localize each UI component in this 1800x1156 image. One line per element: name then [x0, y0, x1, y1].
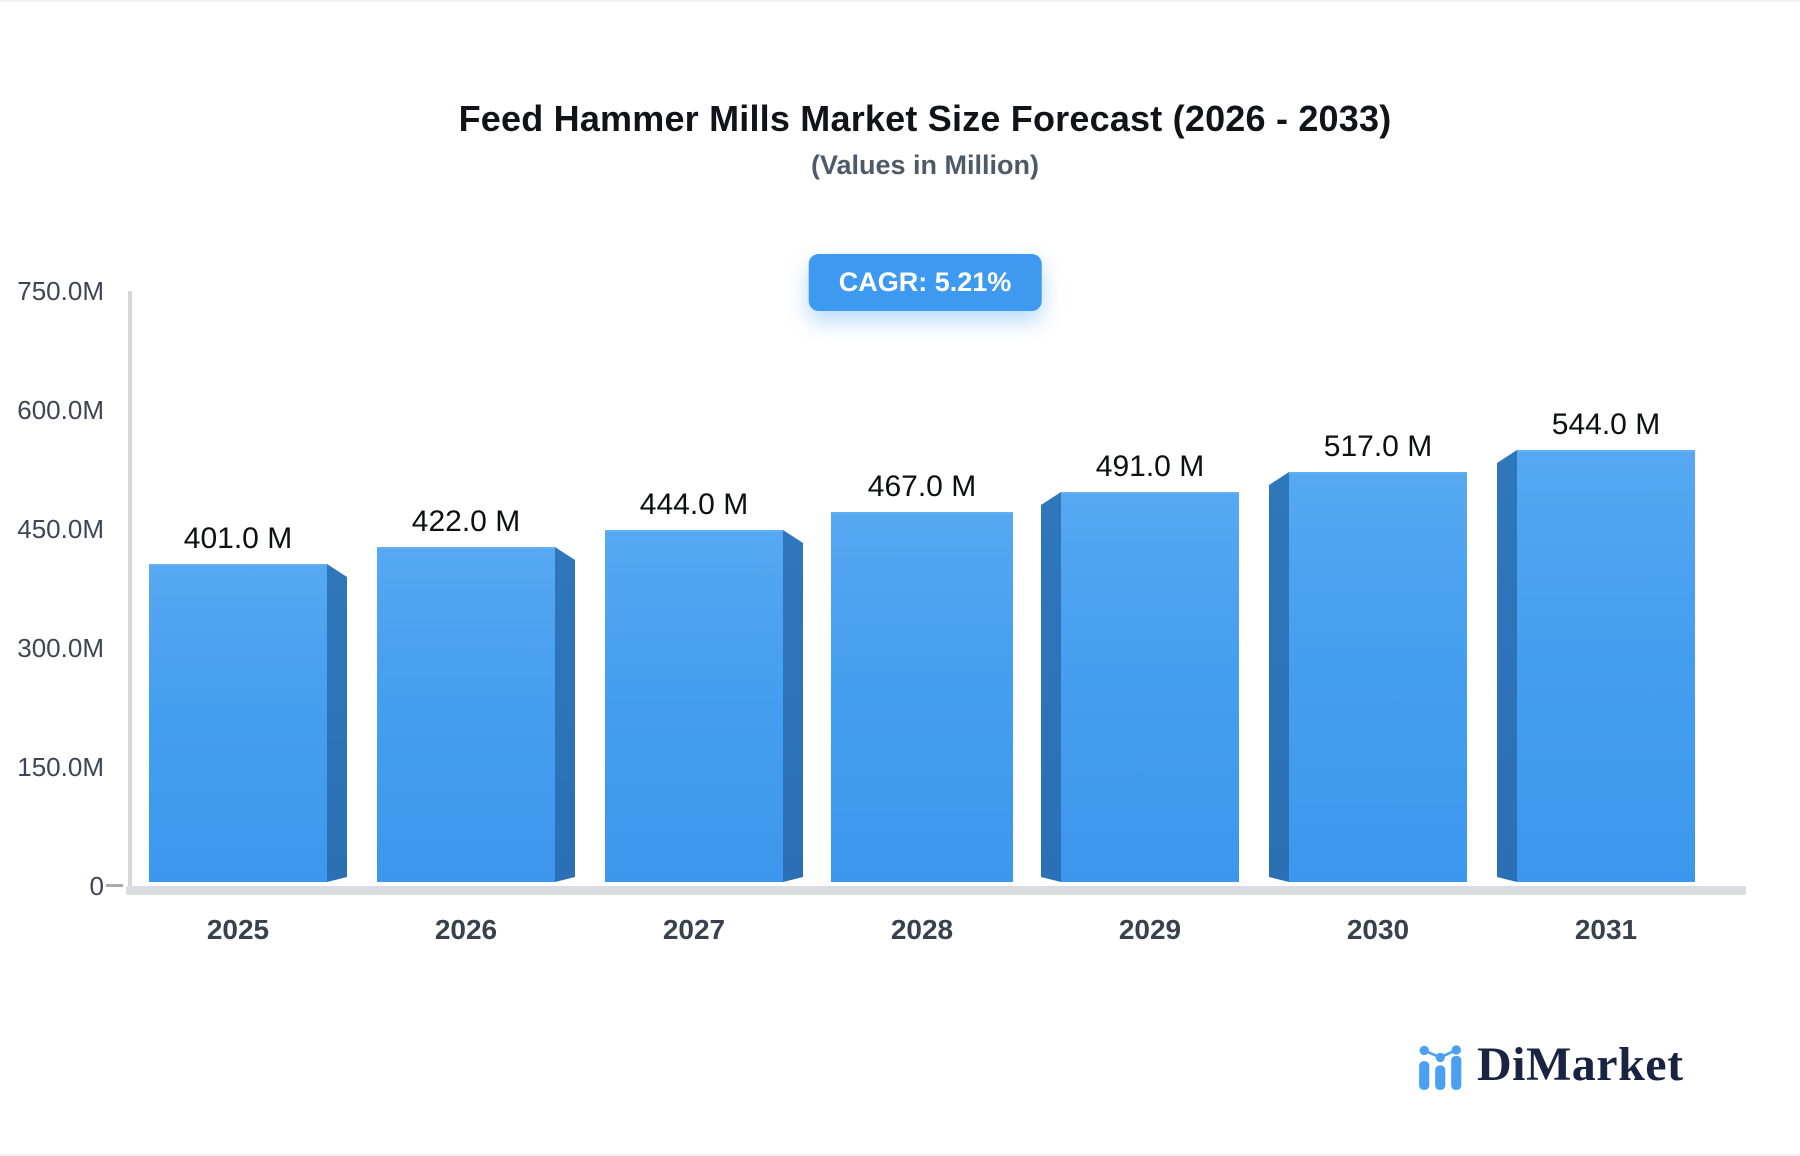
brand-logo-text: DiMarket: [1477, 1038, 1684, 1091]
y-axis-zero-tick: [106, 884, 123, 887]
x-tick-label: 2026: [434, 914, 498, 945]
x-axis-baseline: [126, 886, 1746, 895]
y-tick-label: 0: [89, 871, 104, 901]
brand-logo[interactable]: DiMarket: [1417, 1040, 1684, 1090]
x-tick-label: 2025: [206, 914, 270, 945]
bar-side-face: [327, 564, 347, 882]
bar-2027[interactable]: [605, 530, 783, 882]
bar-chart-trend-icon: [1419, 1045, 1462, 1090]
bar-value-label: 422.0 M: [411, 505, 521, 538]
y-tick-label: 300.0M: [17, 633, 104, 663]
x-tick-label: 2029: [1118, 914, 1182, 945]
bar-value-label: 491.0 M: [1095, 450, 1205, 483]
bar-value-label: 401.0 M: [183, 522, 293, 555]
bar-side-face: [1497, 450, 1517, 882]
y-tick-label: 600.0M: [17, 395, 104, 426]
x-tick-label: 2031: [1574, 914, 1638, 945]
bar-value-label: 467.0 M: [867, 470, 977, 503]
x-tick-label: 2028: [890, 914, 954, 945]
y-tick-label: 750.0M: [17, 276, 104, 307]
chart-title: Feed Hammer Mills Market Size Forecast (…: [458, 98, 1392, 139]
bar-value-label: 544.0 M: [1551, 408, 1661, 441]
bar-side-face: [783, 530, 803, 882]
bar-value-label: 444.0 M: [639, 488, 749, 521]
bar-2031[interactable]: [1517, 450, 1695, 882]
bar-side-face: [1041, 492, 1061, 882]
y-axis-line: [128, 291, 132, 886]
bar-2028[interactable]: [831, 512, 1013, 882]
x-tick-label: 2030: [1346, 914, 1410, 945]
bar-side-face: [1269, 472, 1289, 882]
bar-side-face: [555, 547, 575, 882]
y-tick-label: 150.0M: [17, 752, 104, 782]
bar-value-label: 517.0 M: [1323, 430, 1433, 463]
bar-2029[interactable]: [1061, 492, 1239, 882]
bar-2025[interactable]: [149, 564, 327, 882]
x-tick-label: 2027: [662, 914, 726, 945]
bar-2030[interactable]: [1289, 472, 1467, 882]
chart-subtitle: (Values in Million): [810, 150, 1040, 180]
bar-2026[interactable]: [377, 547, 555, 882]
cagr-badge: CAGR: 5.21%: [808, 254, 1042, 311]
y-tick-label: 450.0M: [17, 514, 104, 544]
